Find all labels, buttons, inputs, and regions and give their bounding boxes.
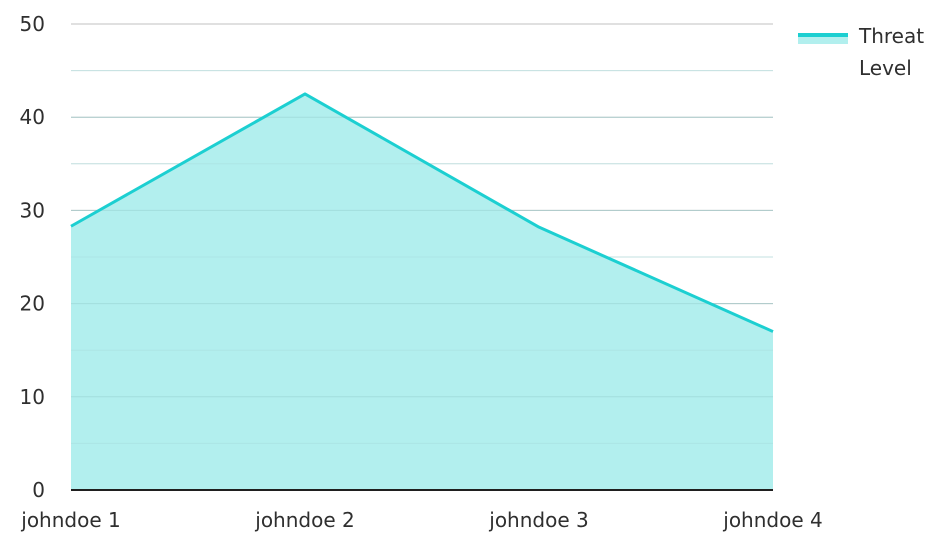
y-tick-label: 0 xyxy=(32,478,45,502)
legend: Threat Level xyxy=(798,24,924,80)
y-tick-label: 50 xyxy=(20,12,45,36)
series-area xyxy=(70,70,774,491)
y-tick-label: 30 xyxy=(20,198,45,222)
series-area-fill xyxy=(71,93,773,491)
legend-swatch-fill xyxy=(798,33,848,44)
y-tick-label: 10 xyxy=(20,385,45,409)
y-tick-label: 20 xyxy=(20,292,45,316)
x-tick-label: johndoe 2 xyxy=(254,508,354,532)
y-tick-label: 40 xyxy=(20,105,45,129)
x-tick-label: johndoe 1 xyxy=(20,508,120,532)
x-tick-label: johndoe 4 xyxy=(722,508,822,532)
tick-labels: 0 10 20 30 40 50 johndoe 1 johndoe 2 johndoe 3 jo… xyxy=(20,12,823,532)
legend-label-line-2: Level xyxy=(859,56,912,80)
legend-swatch-line xyxy=(798,33,848,37)
legend-label-line-1: Threat xyxy=(858,24,924,48)
series-line xyxy=(70,92,774,333)
x-tick-label: johndoe 3 xyxy=(488,508,588,532)
